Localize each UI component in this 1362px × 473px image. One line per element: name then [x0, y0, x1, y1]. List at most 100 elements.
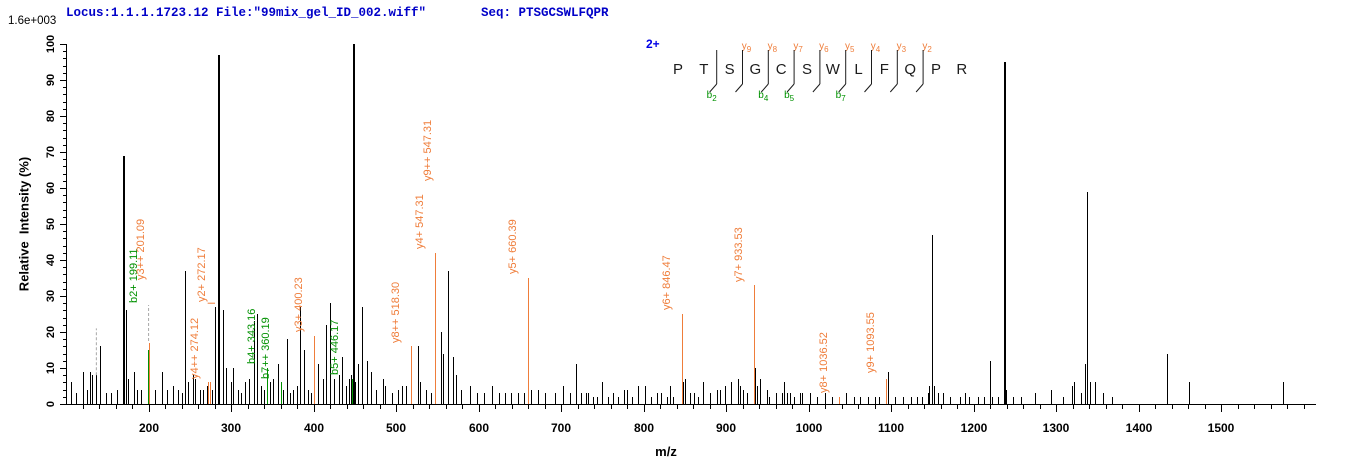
- y-minor-tick: [63, 102, 66, 103]
- y-minor-tick: [63, 87, 66, 88]
- y-tick-label: 30: [45, 289, 57, 303]
- x-minor-tick: [1271, 405, 1272, 409]
- residue-letter: R: [956, 61, 968, 78]
- x-minor-tick: [83, 405, 84, 409]
- peak: [461, 389, 462, 404]
- peak: [576, 364, 577, 404]
- y-ion-label: y8+ 1036.52: [817, 332, 830, 394]
- peak: [998, 396, 999, 404]
- residue-letter: F: [879, 61, 889, 78]
- x-tick-label: 1200: [960, 421, 988, 435]
- peak: [141, 389, 142, 404]
- peak: [602, 382, 603, 404]
- x-minor-tick: [512, 405, 513, 409]
- peak: [238, 389, 239, 404]
- peak: [215, 306, 216, 404]
- x-minor-tick: [1089, 405, 1090, 409]
- peak: [155, 389, 156, 404]
- peak: [618, 396, 619, 404]
- x-minor-tick: [1238, 405, 1239, 409]
- y-major-tick: [60, 296, 66, 297]
- peak: [193, 375, 194, 404]
- peak-y-ion: [411, 346, 412, 404]
- b-ion-marker-label: b7: [835, 90, 846, 103]
- x-minor-tick: [215, 405, 216, 409]
- base-peak-intensity: 1.6e+003: [8, 15, 57, 27]
- x-minor-tick: [545, 405, 546, 409]
- peak: [353, 44, 355, 404]
- y-ion-marker-label: y9: [741, 41, 752, 54]
- y-minor-tick: [63, 397, 66, 398]
- peak: [371, 371, 372, 404]
- y-minor-tick: [63, 325, 66, 326]
- x-tick-label: 900: [715, 421, 737, 435]
- peak: [667, 396, 668, 404]
- y-ion-label: y6+ 846.47: [660, 255, 673, 311]
- peak: [531, 389, 532, 404]
- peak: [632, 396, 633, 404]
- peak: [860, 396, 861, 404]
- x-minor-tick: [825, 405, 826, 409]
- peak: [929, 386, 930, 404]
- peak: [934, 386, 935, 404]
- y-ion-label: y4+ 547.31: [414, 194, 427, 250]
- peak: [825, 393, 826, 404]
- x-minor-tick: [198, 405, 199, 409]
- peak: [903, 396, 904, 404]
- fragment-cut-mark: [735, 83, 743, 93]
- peak: [965, 393, 966, 404]
- residue-letter: C: [775, 61, 787, 78]
- x-axis-line: [66, 404, 1316, 405]
- seq-value: PTSGCSWLFQPR: [518, 6, 609, 20]
- y-axis-line: [66, 44, 67, 405]
- y-major-tick: [60, 188, 66, 189]
- peak: [349, 378, 350, 404]
- b-ion-label: b7++ 360.19: [259, 317, 272, 379]
- peak: [392, 393, 393, 404]
- peak: [362, 306, 363, 404]
- peak: [223, 310, 224, 404]
- peak: [385, 386, 386, 404]
- x-minor-tick: [1188, 405, 1189, 409]
- x-minor-tick: [1040, 405, 1041, 409]
- peak: [134, 371, 135, 404]
- x-minor-tick: [182, 405, 183, 409]
- peak: [420, 382, 421, 404]
- peak: [932, 234, 933, 404]
- y-minor-tick: [63, 361, 66, 362]
- y-minor-tick: [63, 130, 66, 131]
- y-ion-label: y9+ 1093.55: [864, 312, 877, 374]
- peak: [264, 389, 265, 404]
- residue-letter: P: [930, 61, 942, 78]
- peak: [524, 393, 525, 404]
- peak: [810, 393, 811, 404]
- x-minor-tick: [99, 405, 100, 409]
- y-major-tick: [60, 332, 66, 333]
- x-tick-label: 200: [138, 421, 160, 435]
- x-minor-tick: [627, 405, 628, 409]
- x-tick-label: 400: [303, 421, 325, 435]
- y-major-tick: [60, 116, 66, 117]
- peak: [593, 396, 594, 404]
- x-minor-tick: [446, 405, 447, 409]
- b-ion-label: b4+ 343.16: [245, 309, 258, 365]
- peak: [188, 382, 189, 404]
- y-minor-tick: [63, 159, 66, 160]
- y-minor-tick: [63, 231, 66, 232]
- peak: [71, 382, 72, 404]
- peak: [323, 378, 324, 404]
- peak: [586, 393, 587, 404]
- peak-b-ion: [281, 382, 282, 404]
- y-ion-label: y3++ 201.09: [135, 218, 148, 280]
- peak: [868, 396, 869, 404]
- peak: [581, 393, 582, 404]
- x-minor-tick: [429, 405, 430, 409]
- y-minor-tick: [63, 246, 66, 247]
- peak: [126, 310, 127, 404]
- peak-y-ion: [210, 382, 211, 404]
- peak: [484, 393, 485, 404]
- x-minor-tick: [908, 405, 909, 409]
- y-ion-label: y3+ 400.23: [292, 277, 305, 332]
- peak: [743, 389, 744, 404]
- peak: [311, 393, 312, 404]
